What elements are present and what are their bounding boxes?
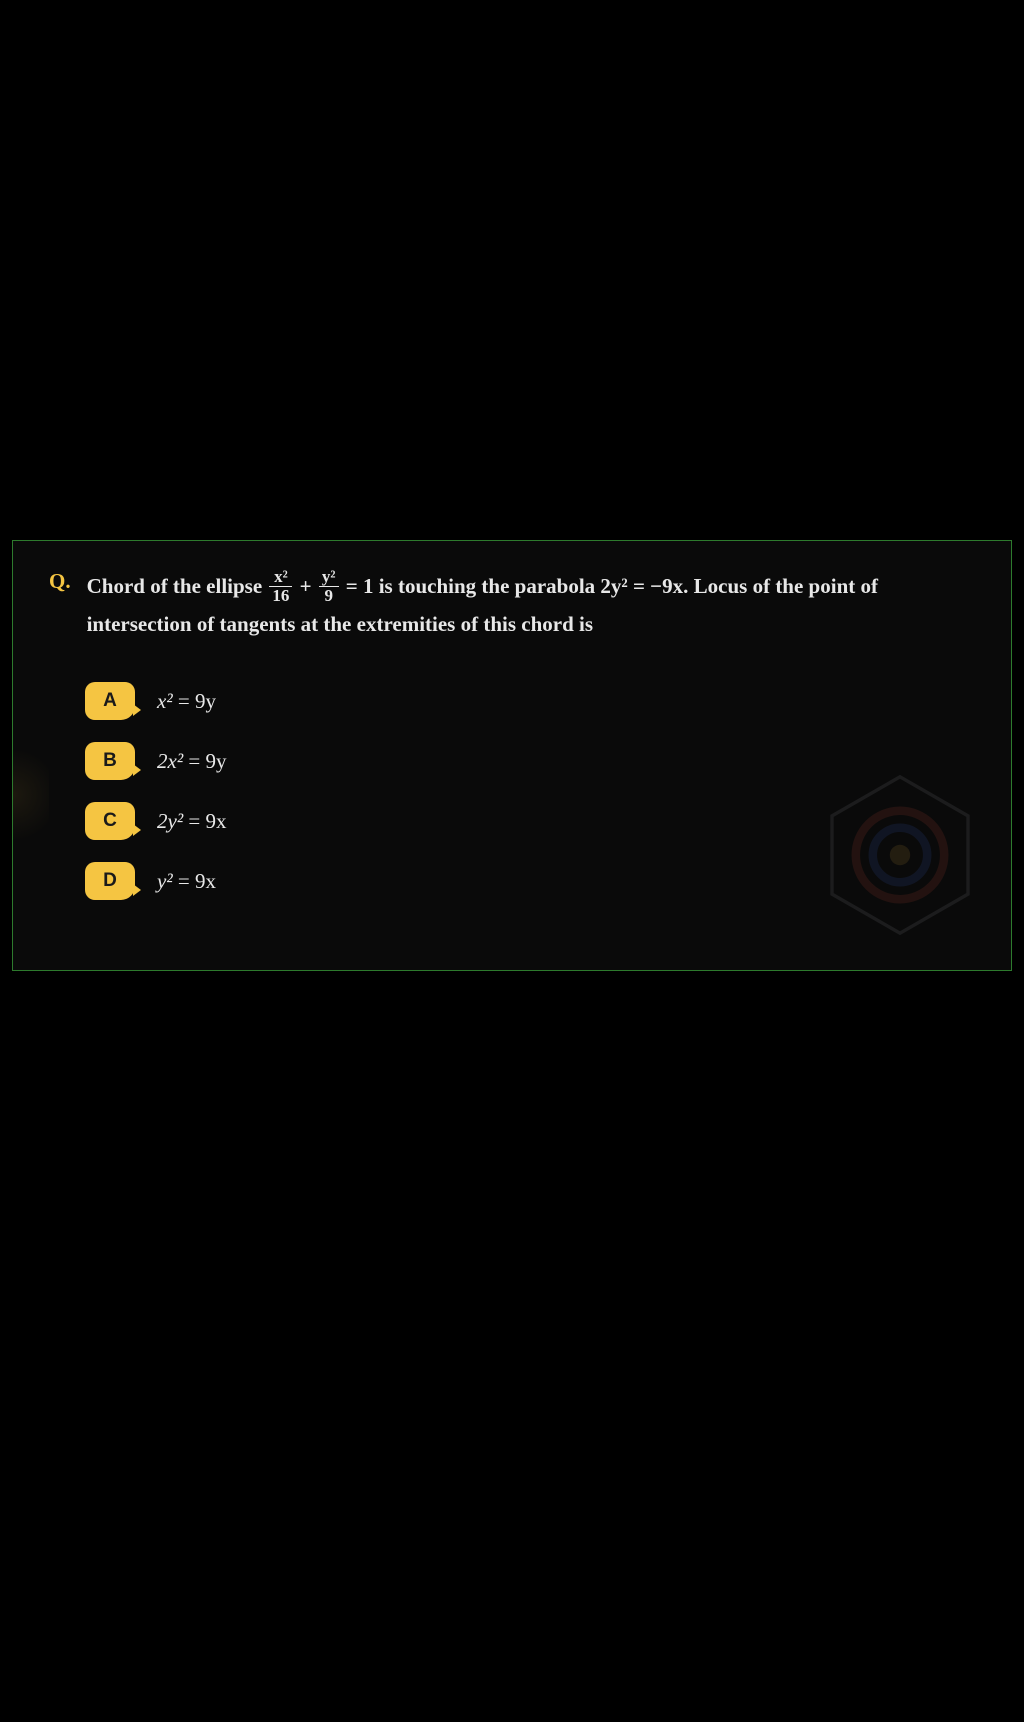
question-part-1: Chord of the ellipse — [87, 574, 268, 598]
option-badge-a: A — [85, 682, 135, 720]
option-text-a: x² = 9y — [157, 689, 216, 714]
question-panel: Q. Chord of the ellipse x²16 + y²9 = 1 i… — [12, 540, 1012, 971]
option-text-b: 2x² = 9y — [157, 749, 226, 774]
options-list: A x² = 9y B 2x² = 9y C 2y² = 9x D y² = 9… — [85, 682, 975, 900]
fraction-2: y²9 — [319, 568, 339, 605]
decorative-left-glow — [13, 740, 49, 850]
question-row: Q. Chord of the ellipse x²16 + y²9 = 1 i… — [49, 569, 975, 642]
option-text-c: 2y² = 9x — [157, 809, 226, 834]
option-c[interactable]: C 2y² = 9x — [85, 802, 975, 840]
fraction-1-den: 16 — [269, 587, 292, 605]
option-b[interactable]: B 2x² = 9y — [85, 742, 975, 780]
option-text-d: y² = 9x — [157, 869, 216, 894]
fraction-1: x²16 — [269, 568, 292, 605]
option-badge-c: C — [85, 802, 135, 840]
question-text: Chord of the ellipse x²16 + y²9 = 1 is t… — [87, 569, 975, 642]
option-badge-b: B — [85, 742, 135, 780]
question-plus: + — [294, 574, 316, 598]
fraction-1-num: x² — [269, 568, 292, 587]
option-a[interactable]: A x² = 9y — [85, 682, 975, 720]
option-d[interactable]: D y² = 9x — [85, 862, 975, 900]
fraction-2-num: y² — [319, 568, 339, 587]
fraction-2-den: 9 — [319, 587, 339, 605]
question-label: Q. — [49, 569, 71, 594]
option-badge-d: D — [85, 862, 135, 900]
